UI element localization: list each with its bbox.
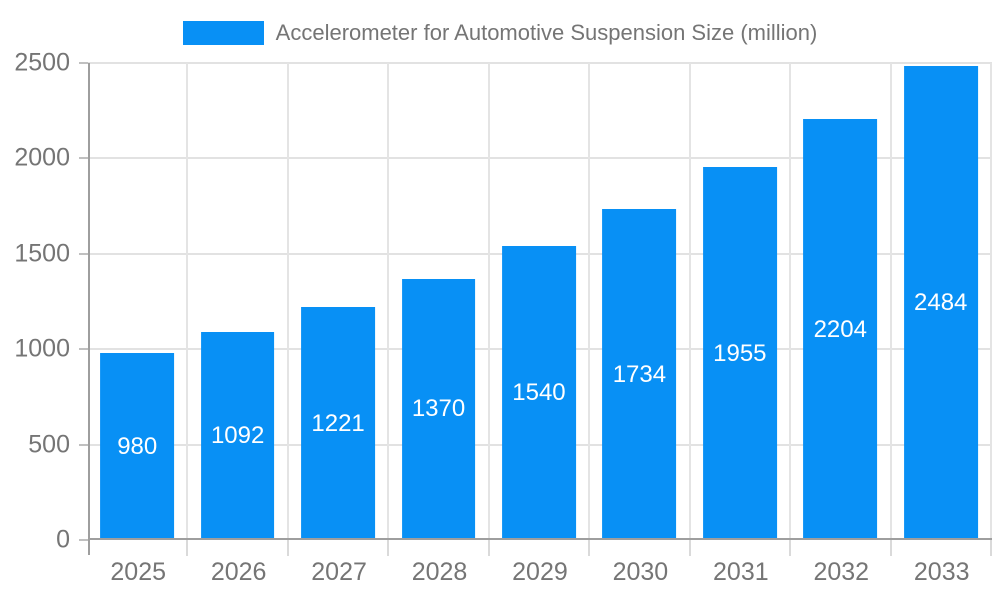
- x-tick-2028: [487, 540, 490, 556]
- y-axis-label-2000: 2000: [14, 143, 70, 172]
- bar-value-2025: 980: [117, 432, 158, 460]
- x-axis-line: [88, 538, 992, 540]
- y-tick-0: [79, 539, 88, 541]
- bar-value-2026: 1092: [210, 421, 265, 449]
- x-tick-2030: [688, 540, 691, 556]
- x-axis-labels: 2025 2026 2027 2028 2029 2030 2031 2032 2033: [88, 558, 992, 587]
- plot-area: 980 1092 1221 1370 1540 1734 1955 2204 2484: [88, 62, 992, 556]
- x-tick-2026: [286, 540, 289, 556]
- x-axis-label-2028: 2028: [411, 558, 468, 586]
- bar-2031: 1955: [702, 167, 777, 540]
- x-axis-label-2026: 2026: [210, 558, 267, 586]
- y-tick-2000: [79, 157, 88, 160]
- bar-value-2032: 2204: [813, 315, 867, 343]
- x-axis-label-2030: 2030: [612, 558, 669, 586]
- y-axis-label-0: 0: [56, 525, 70, 554]
- bar-value-2029: 1540: [512, 379, 566, 407]
- category-slot-2030: 1734: [590, 63, 691, 556]
- x-axis-label-2025: 2025: [110, 558, 167, 586]
- bar-2026: 1092: [200, 331, 275, 540]
- bar-2028: 1370: [401, 278, 476, 540]
- bar-value-2030: 1734: [612, 360, 667, 388]
- y-axis-label-1500: 1500: [14, 239, 70, 268]
- x-axis-label-2027: 2027: [311, 558, 367, 586]
- x-axis-label-2032: 2032: [813, 558, 870, 586]
- x-tick-2032: [889, 540, 892, 556]
- x-tick-2027: [387, 540, 390, 556]
- x-tick-2033: [989, 540, 992, 556]
- y-axis-line: [88, 63, 90, 555]
- legend-swatch: [182, 21, 264, 45]
- category-slot-2032: 2204: [791, 63, 892, 556]
- bar-value-2031: 1955: [713, 339, 767, 367]
- x-tick-2025: [186, 540, 189, 556]
- bar-2032: 2204: [803, 119, 878, 540]
- y-tick-500: [79, 443, 88, 446]
- category-slot-2026: 1092: [188, 63, 289, 556]
- y-tick-1000: [79, 348, 88, 351]
- bar-2033: 2484: [903, 66, 978, 540]
- bar-value-2027: 1221: [311, 409, 365, 437]
- bar-value-2028: 1370: [411, 395, 466, 423]
- bar-2030: 1734: [602, 209, 677, 540]
- bar-2029: 1540: [502, 246, 576, 540]
- legend: Accelerometer for Automotive Suspension …: [0, 14, 1000, 52]
- bar-2027: 1221: [301, 307, 376, 540]
- category-slot-2029: 1540: [490, 63, 591, 556]
- legend-label: Accelerometer for Automotive Suspension …: [275, 20, 818, 45]
- bar-value-2033: 2484: [914, 289, 968, 317]
- x-tick-2031: [789, 540, 792, 556]
- category-slot-2033: 2484: [892, 63, 992, 556]
- y-axis-label-2500: 2500: [14, 48, 70, 77]
- x-axis-label-2031: 2031: [713, 558, 769, 586]
- category-slot-2025: 980: [88, 63, 189, 556]
- bar-2025: 980: [100, 353, 175, 540]
- bar-slots: 980 1092 1221 1370 1540 1734 1955 2204 2484: [88, 63, 992, 556]
- y-axis-label-500: 500: [28, 430, 70, 459]
- y-tick-1500: [79, 252, 88, 255]
- y-axis-label-1000: 1000: [14, 334, 70, 363]
- category-slot-2027: 1221: [289, 63, 390, 556]
- x-axis-label-2033: 2033: [913, 558, 970, 586]
- x-axis-label-2029: 2029: [512, 558, 568, 586]
- y-tick-2500: [79, 62, 88, 64]
- x-tick-2029: [588, 540, 591, 556]
- category-slot-2031: 1955: [691, 63, 792, 556]
- category-slot-2028: 1370: [389, 63, 490, 556]
